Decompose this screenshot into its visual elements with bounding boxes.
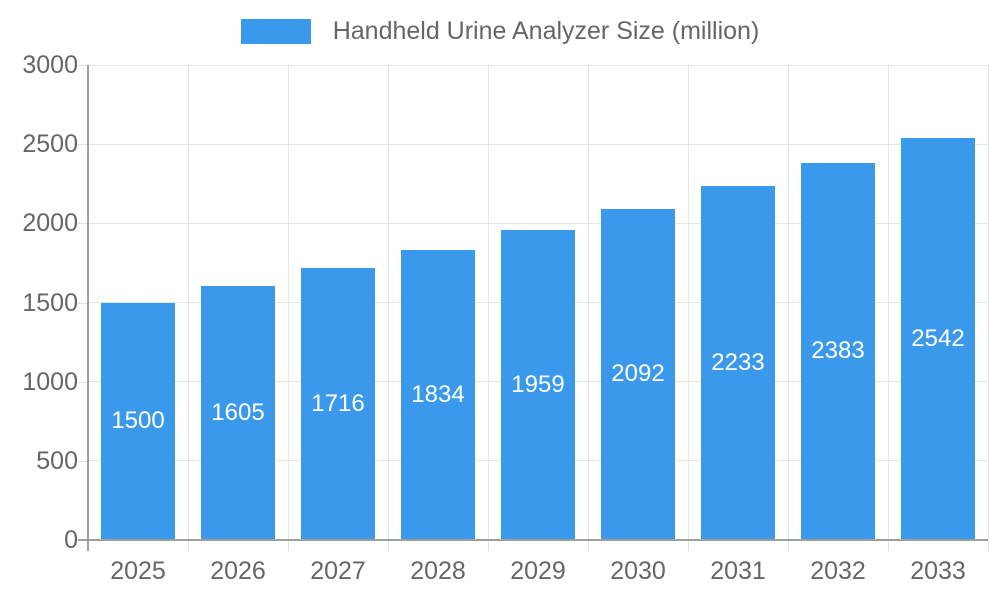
v-gridline [687, 65, 689, 540]
v-gridline [387, 65, 389, 540]
y-tick-mark [78, 223, 88, 225]
y-axis-line [87, 65, 89, 551]
legend-label: Handheld Urine Analyzer Size (million) [332, 17, 760, 45]
x-tick-mark [887, 540, 889, 551]
y-tick-mark [78, 65, 88, 66]
bar-value-label: 2383 [811, 337, 865, 365]
x-axis-tick-label: 2031 [710, 557, 766, 585]
bar-2031: 2233 [701, 186, 775, 540]
bar-2026: 1605 [201, 285, 275, 540]
x-tick-mark [287, 540, 289, 551]
v-gridline [187, 65, 189, 540]
x-tick-mark [987, 540, 989, 551]
bar-2025: 1500 [101, 302, 175, 540]
v-gridline [887, 65, 889, 540]
y-axis-tick-label: 1500 [22, 288, 78, 317]
x-axis-tick-label: 2032 [810, 557, 866, 585]
h-gridline [88, 64, 988, 66]
bar-value-label: 2233 [711, 349, 765, 377]
x-axis-tick-label: 2033 [910, 557, 966, 585]
y-axis-tick-label: 1000 [22, 367, 78, 396]
x-axis-tick-label: 2029 [510, 557, 566, 585]
x-axis-tick-label: 2025 [110, 557, 166, 585]
v-gridline [587, 65, 589, 540]
x-tick-mark [487, 540, 489, 551]
y-tick-mark [78, 144, 88, 146]
bar-value-label: 1500 [111, 407, 165, 435]
x-tick-mark [187, 540, 189, 551]
v-gridline [487, 65, 489, 540]
y-tick-mark [78, 302, 88, 304]
bar-value-label: 1716 [311, 390, 365, 418]
x-axis-line [78, 539, 988, 541]
bar-value-label: 2542 [911, 324, 965, 352]
bar-2032: 2383 [801, 162, 875, 540]
h-gridline [88, 143, 988, 145]
x-tick-mark [787, 540, 789, 551]
h-gridline [88, 222, 988, 224]
bar-2029: 1959 [501, 229, 575, 540]
y-tick-mark [78, 460, 88, 462]
y-tick-mark [78, 381, 88, 383]
x-axis-tick-label: 2027 [310, 557, 366, 585]
bar-2028: 1834 [401, 249, 475, 540]
bar-value-label: 2092 [611, 360, 665, 388]
bar-value-label: 1834 [411, 380, 465, 408]
x-tick-mark [687, 540, 689, 551]
y-axis-tick-label: 2500 [22, 130, 78, 159]
plot-area: 1500 1605 1716 1834 1959 2092 2233 2383 2542 [88, 64, 989, 540]
y-axis-tick-label: 0 [64, 526, 78, 554]
bar-value-label: 1605 [211, 398, 265, 426]
bar-2033: 2542 [901, 137, 975, 540]
y-axis-tick-label: 2000 [22, 209, 78, 238]
x-tick-mark [387, 540, 389, 551]
y-axis-tick-label: 500 [36, 446, 78, 475]
x-axis-tick-label: 2028 [410, 557, 466, 585]
y-axis-tick-label: 3000 [22, 51, 78, 79]
x-tick-mark [587, 540, 589, 551]
v-gridline [987, 65, 989, 540]
bar-2027: 1716 [301, 268, 375, 540]
v-gridline [287, 65, 289, 540]
legend-color-swatch [240, 19, 311, 44]
v-gridline [787, 65, 789, 540]
bar-2030: 2092 [601, 208, 675, 540]
x-axis-tick-label: 2030 [610, 557, 666, 585]
chart-legend[interactable]: Handheld Urine Analyzer Size (million) [0, 17, 1000, 46]
x-axis-tick-label: 2026 [210, 557, 266, 585]
bar-value-label: 1959 [511, 370, 565, 398]
